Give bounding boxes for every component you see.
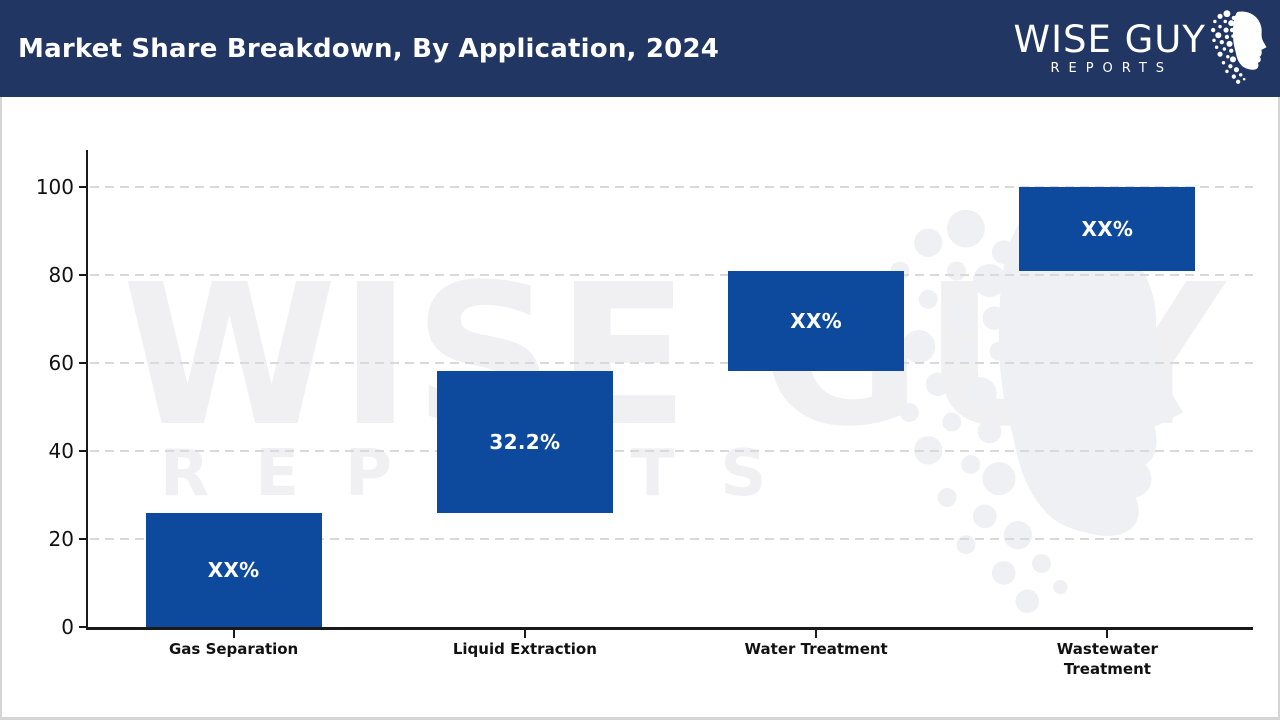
logo-name: WISE GUY bbox=[1013, 18, 1206, 61]
logo-head-icon bbox=[1211, 9, 1267, 84]
y-axis-tick bbox=[79, 186, 88, 188]
y-axis-spine bbox=[86, 150, 88, 629]
x-axis-category-label: Wastewater Treatment bbox=[1056, 640, 1158, 679]
bar-value-label: XX% bbox=[207, 557, 260, 582]
gridline bbox=[90, 450, 1253, 452]
logo-tagline: REPORTS bbox=[1050, 61, 1174, 76]
y-axis-tick bbox=[79, 626, 88, 628]
bar-segment: XX% bbox=[728, 270, 905, 371]
y-axis-tick-label: 60 bbox=[48, 351, 74, 375]
y-axis-tick-label: 40 bbox=[48, 439, 74, 463]
x-axis-category-label: Water Treatment bbox=[744, 640, 888, 658]
watermark-head-icon bbox=[878, 209, 1183, 614]
gridline bbox=[90, 362, 1253, 364]
x-axis-category-label: Gas Separation bbox=[169, 640, 299, 658]
x-axis-tick bbox=[232, 630, 235, 638]
y-axis-tick bbox=[79, 362, 88, 364]
y-axis-tick bbox=[79, 538, 88, 540]
page-border-right bbox=[1278, 97, 1280, 720]
gridline bbox=[90, 186, 1253, 188]
bar-segment: XX% bbox=[145, 512, 322, 627]
gridline bbox=[90, 538, 1253, 540]
logo: WISE GUY REPORTS bbox=[1014, 9, 1280, 89]
y-axis-tick bbox=[79, 450, 88, 452]
x-axis-tick bbox=[815, 630, 818, 638]
page-border-bottom bbox=[0, 717, 1280, 720]
y-axis-tick-label: 80 bbox=[48, 263, 74, 287]
bar-segment: XX% bbox=[1019, 187, 1196, 271]
y-axis-tick-label: 100 bbox=[35, 175, 74, 199]
x-axis-tick bbox=[1106, 630, 1109, 638]
x-axis-category-label: Liquid Extraction bbox=[452, 640, 597, 658]
bar-value-label: XX% bbox=[1081, 216, 1134, 241]
y-axis-tick bbox=[79, 274, 88, 276]
gridline bbox=[90, 274, 1253, 276]
x-axis-tick bbox=[523, 630, 526, 638]
page-title: Market Share Breakdown, By Application, … bbox=[18, 33, 720, 64]
header: Market Share Breakdown, By Application, … bbox=[0, 0, 1280, 97]
x-axis-spine bbox=[86, 627, 1253, 630]
y-axis-tick-label: 0 bbox=[61, 615, 74, 639]
bar-value-label: XX% bbox=[790, 308, 843, 333]
page-border-left bbox=[0, 97, 2, 720]
y-axis-tick-label: 20 bbox=[48, 527, 74, 551]
bar-value-label: 32.2% bbox=[489, 429, 561, 454]
logo-wordmark: WISE GUY REPORTS bbox=[1014, 21, 1206, 76]
bar-segment: 32.2% bbox=[436, 370, 613, 513]
